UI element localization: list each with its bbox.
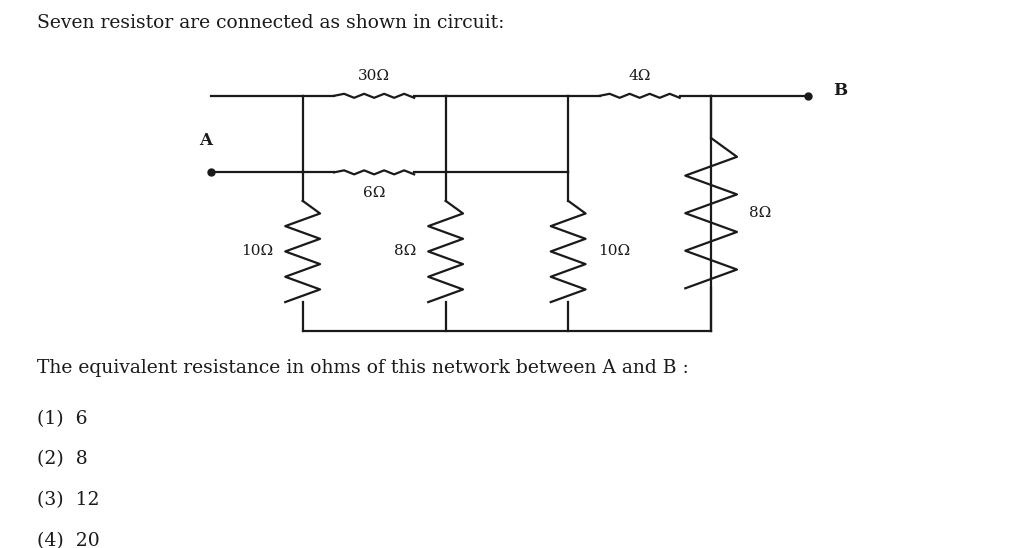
Text: 10Ω: 10Ω xyxy=(598,244,630,259)
Text: 4Ω: 4Ω xyxy=(629,68,651,83)
Text: 30Ω: 30Ω xyxy=(358,68,390,83)
Text: The equivalent resistance in ohms of this network between A and B :: The equivalent resistance in ohms of thi… xyxy=(37,358,689,376)
Text: 8Ω: 8Ω xyxy=(393,244,416,259)
Text: (1)  6: (1) 6 xyxy=(37,410,88,427)
Text: 6Ω: 6Ω xyxy=(362,186,385,199)
Text: A: A xyxy=(199,133,212,150)
Text: 8Ω: 8Ω xyxy=(750,206,771,220)
Text: (2)  8: (2) 8 xyxy=(37,450,88,469)
Text: (4)  20: (4) 20 xyxy=(37,532,100,548)
Text: B: B xyxy=(834,82,848,99)
Text: 10Ω: 10Ω xyxy=(241,244,273,259)
Text: Seven resistor are connected as shown in circuit:: Seven resistor are connected as shown in… xyxy=(37,14,505,32)
Text: (3)  12: (3) 12 xyxy=(37,492,99,509)
